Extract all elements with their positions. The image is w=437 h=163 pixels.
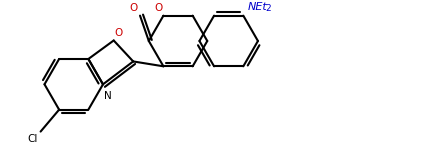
Text: 2: 2 (265, 4, 271, 13)
Text: N: N (104, 91, 112, 101)
Text: NEt: NEt (247, 2, 267, 12)
Text: O: O (130, 3, 138, 13)
Text: O: O (114, 28, 123, 38)
Text: O: O (154, 3, 163, 13)
Text: Cl: Cl (28, 133, 38, 144)
